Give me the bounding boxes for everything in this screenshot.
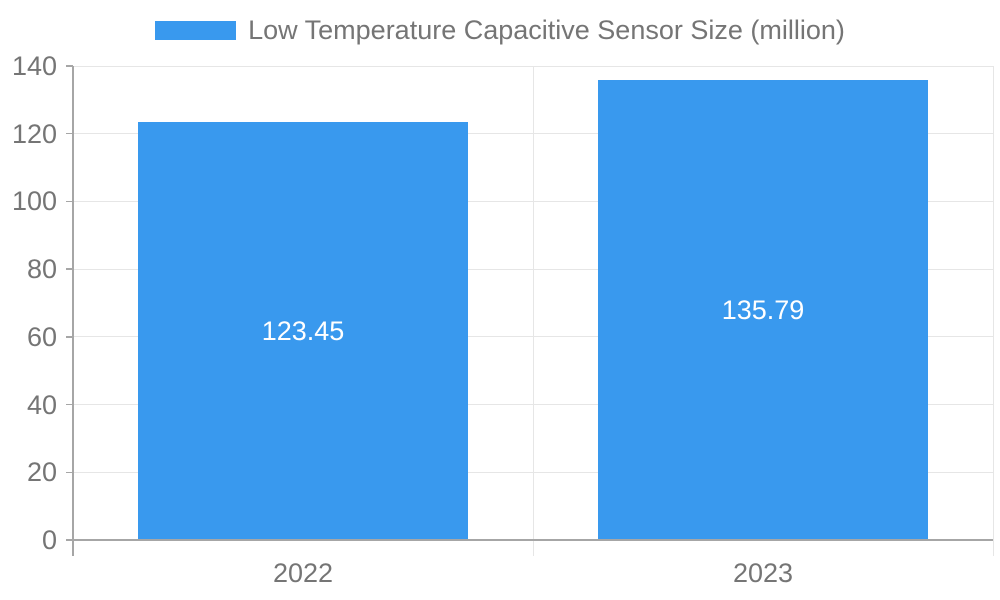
ytick-label-0: 0 [41, 525, 57, 555]
bar-2022[interactable] [138, 122, 468, 540]
ytick-label-20: 20 [26, 457, 57, 488]
ytick-mark-40 [66, 403, 73, 406]
xtick-mark-1 [532, 540, 534, 556]
ytick-label-60: 60 [26, 321, 57, 352]
bar-2023[interactable] [598, 80, 928, 540]
ytick-mark-140 [66, 65, 73, 67]
xtick-mark-2 [992, 540, 994, 556]
ytick-mark-80 [66, 268, 73, 270]
gridline-x-2 [992, 66, 994, 540]
legend-swatch [155, 20, 237, 40]
bar-value-label-2023: 135.79 [721, 295, 805, 326]
xtick-label-2023: 2023 [732, 558, 794, 588]
bar-value-label-2022: 123.45 [261, 316, 345, 347]
ytick-label-100: 100 [11, 186, 57, 217]
ytick-mark-120 [66, 132, 73, 135]
x-axis-line [66, 539, 993, 541]
ytick-label-140: 140 [11, 51, 57, 81]
ytick-mark-100 [66, 200, 73, 203]
ytick-label-120: 120 [11, 118, 57, 149]
y-axis-line [72, 66, 74, 556]
plot-area: 123.45 135.79 [73, 65, 994, 540]
legend-label: Low Temperature Capacitive Sensor Size (… [248, 14, 845, 45]
ytick-label-40: 40 [26, 389, 57, 420]
ytick-label-80: 80 [26, 254, 57, 285]
legend[interactable]: Low Temperature Capacitive Sensor Size (… [0, 10, 1000, 50]
xtick-label-2022: 2022 [272, 558, 334, 588]
gridline-x-1 [532, 66, 534, 540]
ytick-mark-20 [66, 471, 73, 474]
ytick-mark-60 [66, 336, 73, 338]
